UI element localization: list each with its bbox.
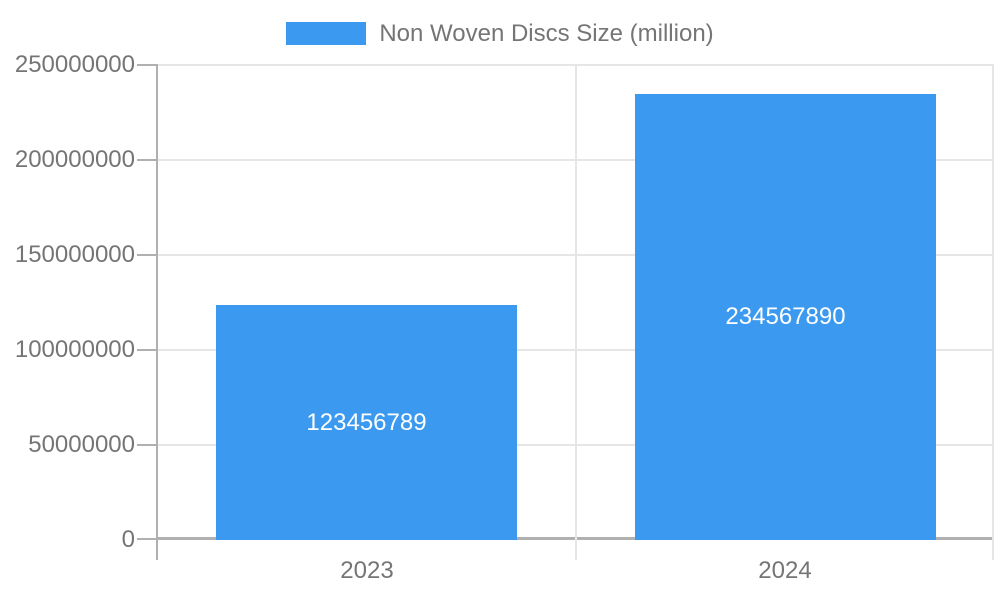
x-axis-label-2023: 2023 bbox=[340, 557, 394, 584]
bar-2023[interactable]: 123456789 bbox=[216, 305, 517, 540]
y-axis-tick-label: 250000000 bbox=[14, 51, 135, 78]
y-axis-tick-label: 100000000 bbox=[14, 336, 135, 363]
y-axis-tick bbox=[137, 64, 158, 66]
y-axis-tick bbox=[137, 349, 158, 351]
bar-2024[interactable]: 234567890 bbox=[635, 94, 936, 540]
y-axis-tick bbox=[137, 159, 158, 161]
y-axis-tick bbox=[137, 538, 158, 540]
gridline bbox=[992, 65, 994, 560]
legend-swatch[interactable] bbox=[286, 22, 367, 45]
x-axis-label-2024: 2024 bbox=[758, 557, 812, 584]
plot-area: 123456789 234567890 bbox=[137, 64, 994, 560]
y-axis-tick bbox=[137, 444, 158, 446]
gridline bbox=[575, 65, 577, 560]
y-axis-tick bbox=[137, 254, 158, 256]
y-axis-line bbox=[156, 65, 158, 560]
y-axis-tick-label: 150000000 bbox=[14, 241, 135, 268]
y-axis-tick-label: 50000000 bbox=[28, 431, 135, 458]
bar-value-label: 123456789 bbox=[306, 408, 427, 436]
legend: Non Woven Discs Size (million) bbox=[0, 21, 1000, 46]
legend-label: Non Woven Discs Size (million) bbox=[379, 20, 714, 47]
bar-value-label: 234567890 bbox=[725, 303, 846, 331]
y-axis-tick-label: 200000000 bbox=[14, 146, 135, 173]
y-axis-tick-label: 0 bbox=[121, 526, 135, 553]
